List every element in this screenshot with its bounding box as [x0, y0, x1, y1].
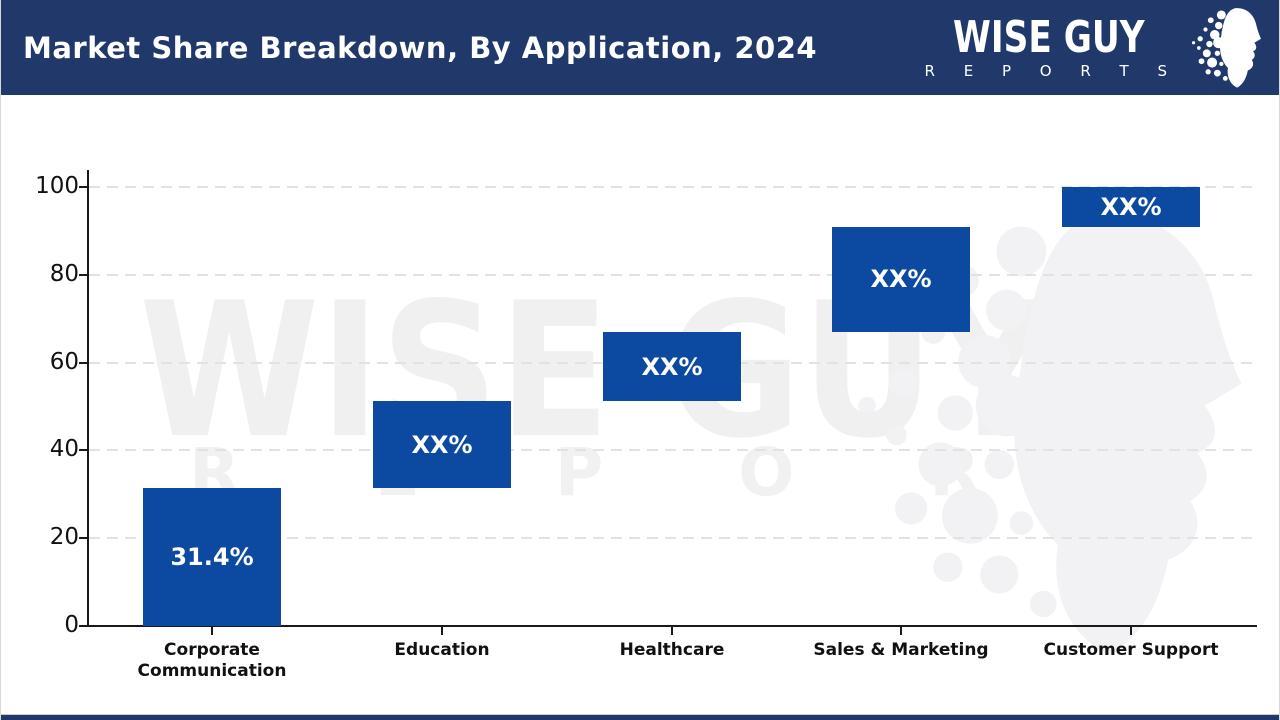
- x-axis-tick-mark: [441, 627, 443, 635]
- brand-logo-text: WISE GUY R E P O R T S: [919, 16, 1179, 79]
- gridline: [89, 449, 1257, 452]
- y-axis-tick-label: 100: [35, 173, 79, 199]
- bar-value-label: XX%: [411, 430, 473, 459]
- brand-name: WISE GUY: [952, 12, 1145, 63]
- y-axis-tick-label: 20: [49, 524, 79, 551]
- brand-subname: R E P O R T S: [924, 62, 1179, 80]
- x-axis-tick-mark: [671, 627, 673, 635]
- y-axis-tick-mark: [79, 361, 87, 364]
- x-axis-category-label: Sales & Marketing: [813, 640, 989, 660]
- y-axis-tick-mark: [79, 537, 87, 540]
- footer-bar: [1, 714, 1279, 720]
- y-axis-tick-mark: [79, 449, 87, 452]
- watermark-head-icon: [858, 213, 1242, 656]
- x-axis-tick-mark: [1130, 627, 1132, 635]
- chart-title: Market Share Breakdown, By Application, …: [23, 30, 818, 65]
- x-axis-tick-mark: [900, 627, 902, 635]
- x-axis-line: [87, 625, 1257, 627]
- x-axis-category-label: Healthcare: [619, 640, 725, 660]
- gridline: [89, 186, 1257, 188]
- bar-segment: XX%: [603, 331, 741, 402]
- brand-logo: WISE GUY R E P O R T S: [919, 7, 1267, 89]
- bar-value-label: XX%: [870, 265, 932, 294]
- header-bar: Market Share Breakdown, By Application, …: [1, 0, 1279, 95]
- y-axis-tick-label: 40: [49, 436, 79, 463]
- gridline: [89, 273, 1257, 276]
- x-axis-category-label: Education: [394, 640, 490, 660]
- bar-segment: 31.4%: [143, 488, 281, 626]
- y-axis-tick-mark: [79, 273, 87, 276]
- x-axis-tick-mark: [211, 627, 213, 635]
- y-axis-tick-mark: [79, 186, 87, 188]
- x-axis-category-label: Customer Support: [1043, 640, 1219, 660]
- bar-segment: XX%: [373, 401, 511, 489]
- bar-value-label: 31.4%: [170, 543, 254, 572]
- bar-segment: XX%: [1062, 187, 1200, 227]
- bar-value-label: XX%: [1100, 192, 1162, 221]
- gridline: [89, 537, 1257, 540]
- bar-segment: XX%: [832, 226, 970, 332]
- y-axis-tick-label: 60: [49, 348, 79, 375]
- x-axis-category-label: Corporate Communication: [137, 640, 287, 682]
- y-axis-tick-mark: [79, 625, 87, 627]
- head-profile-logo-icon: [1191, 7, 1262, 88]
- chart-plot-area: 0 20 40 60 80 100 31.4% Corporate Communication…: [1, 95, 1279, 713]
- y-axis-tick-label: 80: [49, 260, 79, 287]
- y-axis-line: [87, 170, 89, 627]
- y-axis-tick-label: 0: [64, 612, 79, 638]
- bar-value-label: XX%: [641, 352, 703, 381]
